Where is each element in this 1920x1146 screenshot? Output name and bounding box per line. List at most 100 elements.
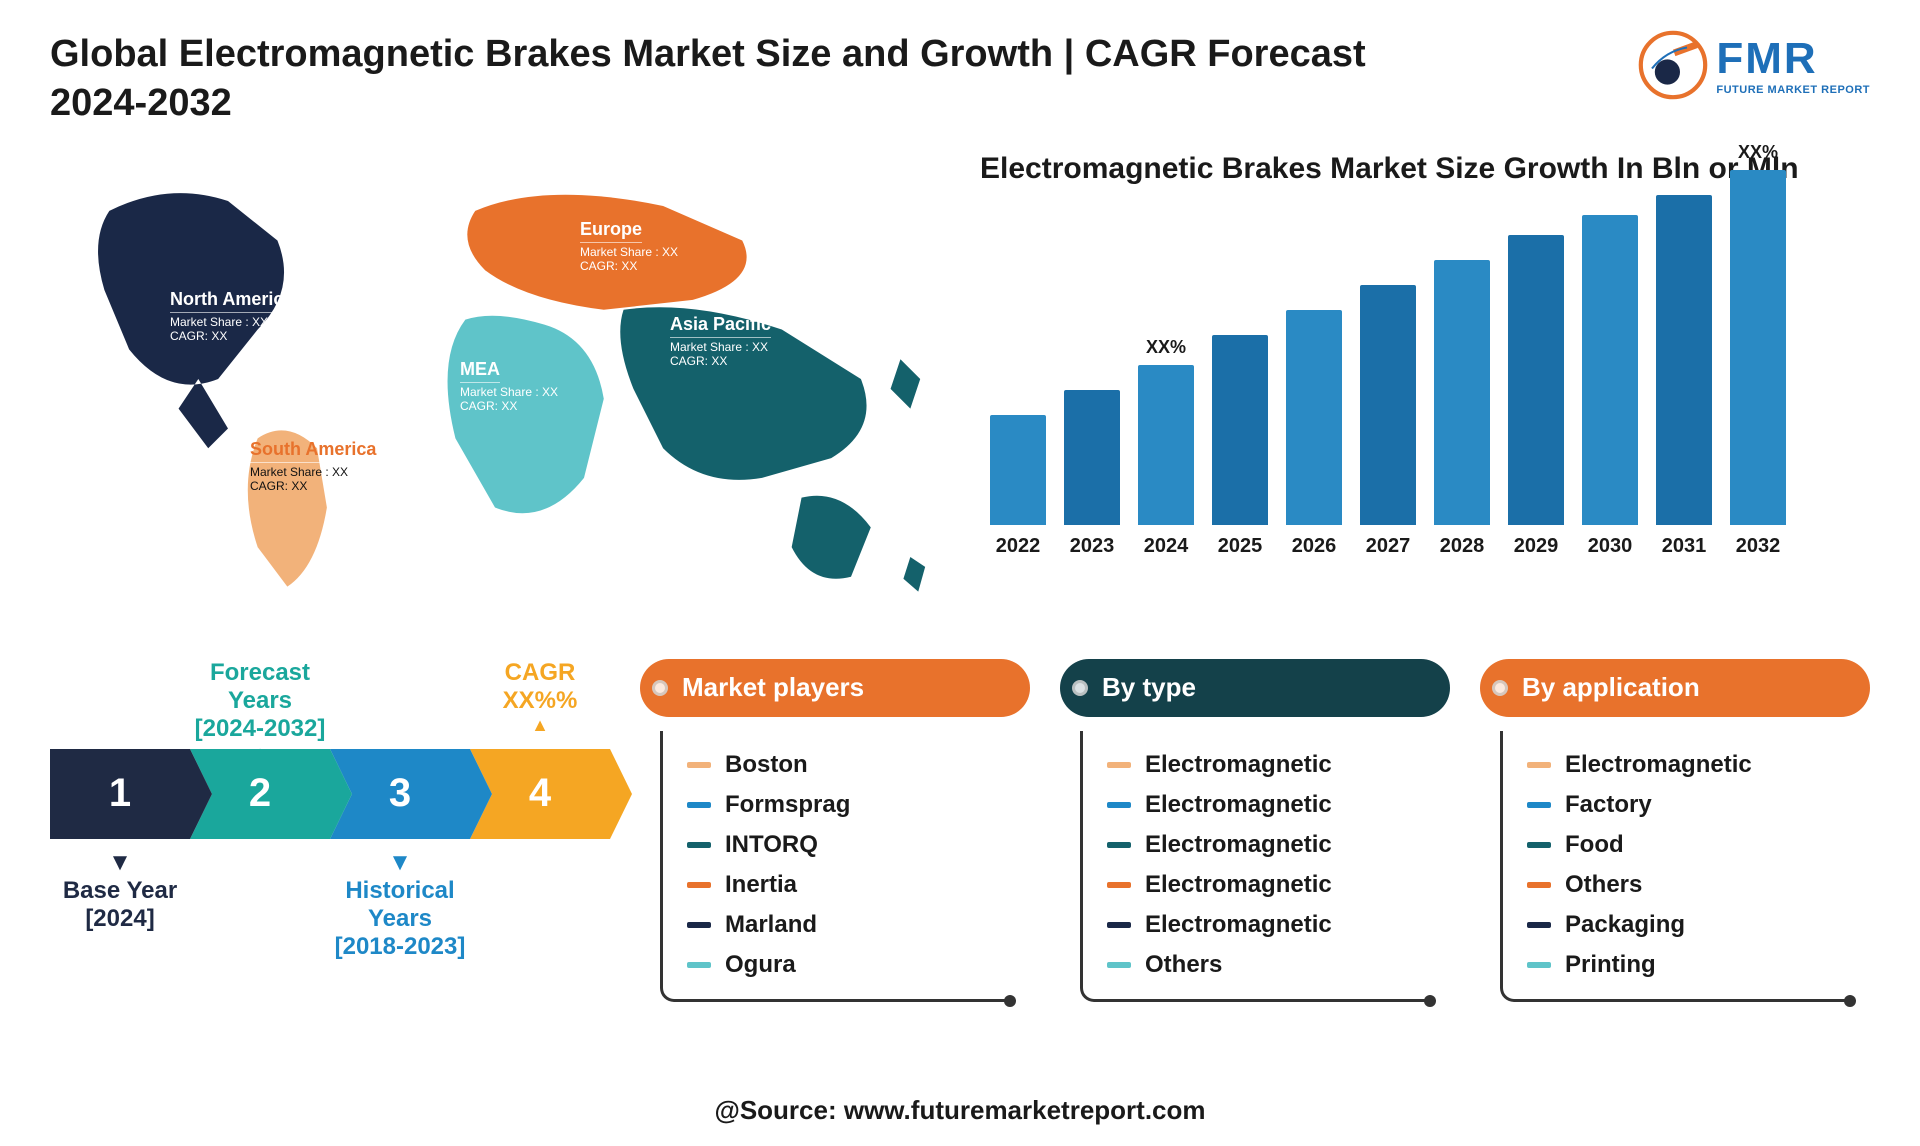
category-item-label: Factory xyxy=(1565,791,1652,819)
region-mea-share: Market Share : XX xyxy=(460,385,558,399)
timeline-bot-sub: [2024] xyxy=(50,905,190,933)
bar: XX% xyxy=(1730,170,1786,525)
category-title: By application xyxy=(1522,672,1700,703)
category-item: Electromagnetic xyxy=(1107,865,1420,905)
category-item: Others xyxy=(1527,865,1840,905)
timeline-segment: 1 xyxy=(50,749,190,839)
item-color-dash-icon xyxy=(1527,762,1551,768)
region-eu-cagr: CAGR: XX xyxy=(580,259,678,273)
item-color-dash-icon xyxy=(1107,802,1131,808)
category-item-label: Boston xyxy=(725,751,808,779)
bar-col: 2023 xyxy=(1064,390,1120,558)
bar-annotation: XX% xyxy=(1738,142,1778,163)
logo-text-main: FMR xyxy=(1716,34,1870,84)
category-item: Packaging xyxy=(1527,905,1840,945)
category-item-label: Food xyxy=(1565,831,1624,859)
category-item: INTORQ xyxy=(687,825,1000,865)
timeline-top-label: Forecast Years xyxy=(190,659,330,715)
pill-dot-icon xyxy=(1492,680,1508,696)
bar-col: 2026 xyxy=(1286,310,1342,558)
category-item-label: Inertia xyxy=(725,871,797,899)
bar xyxy=(1360,285,1416,525)
item-color-dash-icon xyxy=(687,842,711,848)
bar xyxy=(1434,260,1490,525)
timeline-top-sub: XX%% xyxy=(470,687,610,715)
category-column: By type Electromagnetic Electromagnetic Ele… xyxy=(1060,659,1450,1002)
world-map: North America Market Share : XX CAGR: XX… xyxy=(50,149,940,609)
category-item: Others xyxy=(1107,945,1420,985)
bar xyxy=(1656,195,1712,525)
bar: XX% xyxy=(1138,365,1194,525)
bar-col: 2028 xyxy=(1434,260,1490,558)
category-column: Market players Boston Formsprag INTORQ Inert… xyxy=(640,659,1030,1002)
bar-col: 2022 xyxy=(990,415,1046,558)
bar xyxy=(1508,235,1564,525)
category-column: By application Electromagnetic Factory Food… xyxy=(1480,659,1870,1002)
category-pill: By application xyxy=(1480,659,1870,717)
pill-dot-icon xyxy=(652,680,668,696)
timeline-top-label: CAGR xyxy=(470,659,610,687)
item-color-dash-icon xyxy=(1107,842,1131,848)
bar-year-label: 2024 xyxy=(1144,535,1189,558)
bar xyxy=(990,415,1046,525)
category-item: Factory xyxy=(1527,785,1840,825)
item-color-dash-icon xyxy=(1527,922,1551,928)
bar xyxy=(1212,335,1268,525)
category-pill: By type xyxy=(1060,659,1450,717)
category-item-label: Others xyxy=(1565,871,1642,899)
item-color-dash-icon xyxy=(687,922,711,928)
item-color-dash-icon xyxy=(1527,882,1551,888)
category-item-label: Ogura xyxy=(725,951,796,979)
category-frame: Boston Formsprag INTORQ Inertia Marland Ogura xyxy=(660,731,1010,1002)
item-color-dash-icon xyxy=(1527,842,1551,848)
category-pill: Market players xyxy=(640,659,1030,717)
page-title: Global Electromagnetic Brakes Market Siz… xyxy=(50,30,1450,129)
category-item: Marland xyxy=(687,905,1000,945)
item-color-dash-icon xyxy=(1107,962,1131,968)
category-item: Inertia xyxy=(687,865,1000,905)
category-item: Electromagnetic xyxy=(1107,745,1420,785)
category-item: Electromagnetic xyxy=(1107,905,1420,945)
category-item-label: Printing xyxy=(1565,951,1656,979)
bar xyxy=(1064,390,1120,525)
telescope-globe-icon xyxy=(1638,30,1708,100)
bar-col: 2031 xyxy=(1656,195,1712,558)
pill-dot-icon xyxy=(1072,680,1088,696)
region-sa-cagr: CAGR: XX xyxy=(250,479,376,493)
region-mea-cagr: CAGR: XX xyxy=(460,399,558,413)
timeline-top-sub: [2024-2032] xyxy=(190,715,330,743)
category-item-label: Marland xyxy=(725,911,817,939)
category-item-label: Electromagnetic xyxy=(1145,911,1332,939)
item-color-dash-icon xyxy=(1107,882,1131,888)
bar-year-label: 2026 xyxy=(1292,535,1337,558)
region-na-name: North America xyxy=(170,289,293,313)
bar xyxy=(1582,215,1638,525)
bar xyxy=(1286,310,1342,525)
timeline-bot-sub: [2018-2023] xyxy=(330,933,470,961)
item-color-dash-icon xyxy=(687,962,711,968)
region-sa-share: Market Share : XX xyxy=(250,465,376,479)
bar-year-label: 2031 xyxy=(1662,535,1707,558)
category-item: Food xyxy=(1527,825,1840,865)
category-item: Printing xyxy=(1527,945,1840,985)
item-color-dash-icon xyxy=(1527,802,1551,808)
bar-col: XX%2032 xyxy=(1730,170,1786,558)
category-item-label: Electromagnetic xyxy=(1565,751,1752,779)
bar-chart: Electromagnetic Brakes Market Size Growt… xyxy=(980,149,1870,609)
item-color-dash-icon xyxy=(687,802,711,808)
category-item-label: Electromagnetic xyxy=(1145,751,1332,779)
category-item: Electromagnetic xyxy=(1107,785,1420,825)
region-mea-name: MEA xyxy=(460,359,500,383)
item-color-dash-icon xyxy=(687,762,711,768)
category-item-label: INTORQ xyxy=(725,831,818,859)
region-eu-name: Europe xyxy=(580,219,642,243)
category-item-label: Others xyxy=(1145,951,1222,979)
category-frame: Electromagnetic Factory Food Others Packagin… xyxy=(1500,731,1850,1002)
category-item-label: Formsprag xyxy=(725,791,850,819)
bar-col: 2030 xyxy=(1582,215,1638,558)
category-item: Ogura xyxy=(687,945,1000,985)
bar-col: 2029 xyxy=(1508,235,1564,558)
region-ap-share: Market Share : XX xyxy=(670,340,771,354)
category-item-label: Electromagnetic xyxy=(1145,791,1332,819)
bar-year-label: 2029 xyxy=(1514,535,1559,558)
